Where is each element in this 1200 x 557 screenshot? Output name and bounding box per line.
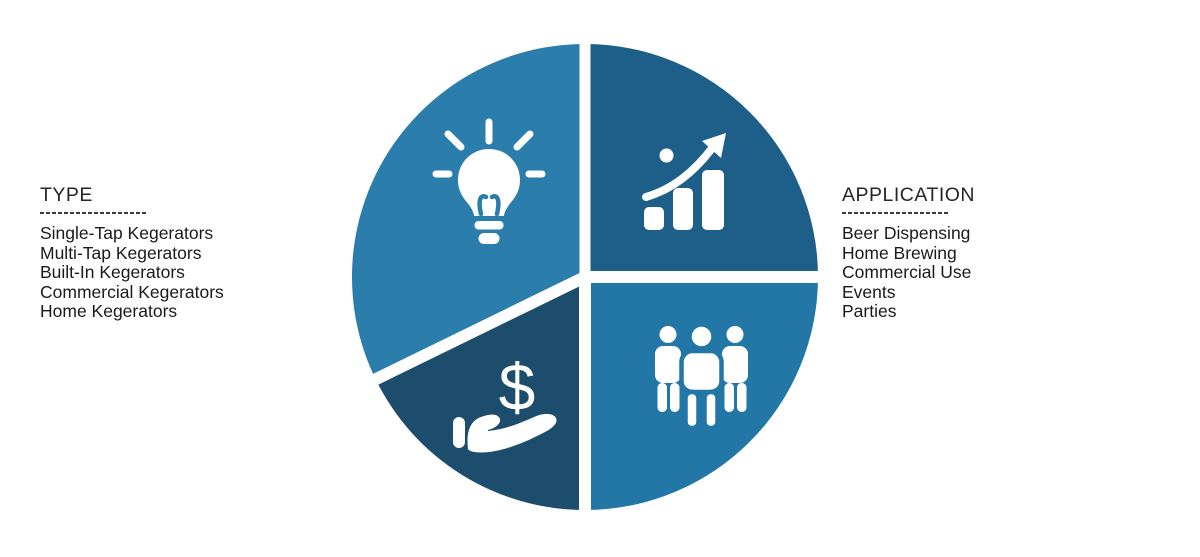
application-heading: APPLICATION xyxy=(842,184,976,206)
list-item: Home Brewing xyxy=(842,242,957,263)
application-list: Beer Dispensing Home Brewing Commercial … xyxy=(842,223,975,322)
dollar-hand-icon: $ xyxy=(453,350,557,453)
pie-slice-value xyxy=(375,277,585,510)
list-item: Multi-Tap Kegerators xyxy=(40,242,202,263)
heading-underline xyxy=(842,212,948,214)
slice-gaps xyxy=(365,38,824,516)
growth-chart-icon xyxy=(642,133,726,230)
list-item: Home Kegerators xyxy=(40,301,178,321)
pie-slice-idea xyxy=(351,44,585,380)
list-item: Single-Tap Kegerators xyxy=(40,223,214,243)
dollar-glyph: $ xyxy=(499,350,536,424)
list-item: Beer Dispensing xyxy=(842,223,971,243)
list-item: Parties xyxy=(842,301,897,321)
list-item: Commercial Kegerators xyxy=(40,281,224,302)
lightbulb-icon xyxy=(432,118,546,244)
type-panel: TYPE Single-Tap Kegerators Multi-Tap Keg… xyxy=(40,185,224,322)
heading-underline xyxy=(40,212,146,214)
people-icon xyxy=(655,322,748,431)
list-item: Events xyxy=(842,281,896,302)
application-panel: APPLICATION Beer Dispensing Home Brewing… xyxy=(842,185,975,322)
list-item: Built-In Kegerators xyxy=(40,262,185,282)
type-list: Single-Tap Kegerators Multi-Tap Kegerato… xyxy=(40,223,224,322)
list-item: Commercial Use xyxy=(842,262,972,282)
type-heading: TYPE xyxy=(40,184,93,206)
